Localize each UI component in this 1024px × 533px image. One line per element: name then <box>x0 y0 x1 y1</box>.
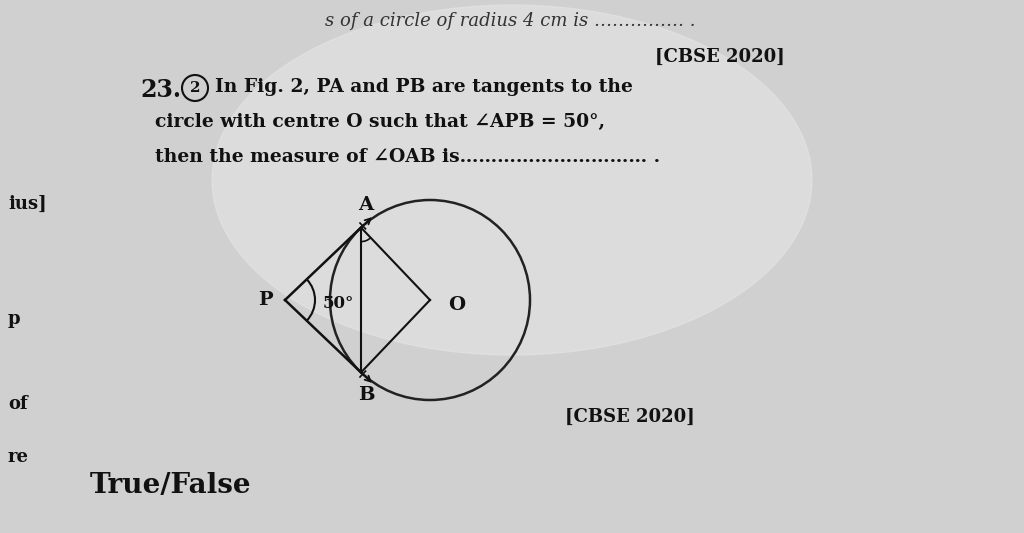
Text: 50°: 50° <box>323 295 354 312</box>
Text: of: of <box>8 395 28 413</box>
Text: p: p <box>8 310 20 328</box>
Text: O: O <box>449 296 465 314</box>
Text: then the measure of ∠OAB is………………………… .: then the measure of ∠OAB is………………………… . <box>155 148 660 166</box>
Text: In Fig. 2, PA and PB are tangents to the: In Fig. 2, PA and PB are tangents to the <box>215 78 633 96</box>
Text: ius]: ius] <box>8 195 47 213</box>
Text: True/False: True/False <box>90 472 252 499</box>
Text: [CBSE 2020]: [CBSE 2020] <box>655 48 784 66</box>
Text: P: P <box>258 291 273 309</box>
Text: re: re <box>8 448 29 466</box>
Text: circle with centre O such that ∠APB = 50°,: circle with centre O such that ∠APB = 50… <box>155 113 605 131</box>
Text: 23.: 23. <box>140 78 181 102</box>
Text: s of a circle of radius 4 cm is …………… .: s of a circle of radius 4 cm is …………… . <box>325 12 695 30</box>
Text: 2: 2 <box>189 81 201 95</box>
Text: B: B <box>357 386 375 405</box>
Ellipse shape <box>212 5 812 355</box>
Text: [CBSE 2020]: [CBSE 2020] <box>565 408 695 426</box>
Text: A: A <box>358 196 374 214</box>
